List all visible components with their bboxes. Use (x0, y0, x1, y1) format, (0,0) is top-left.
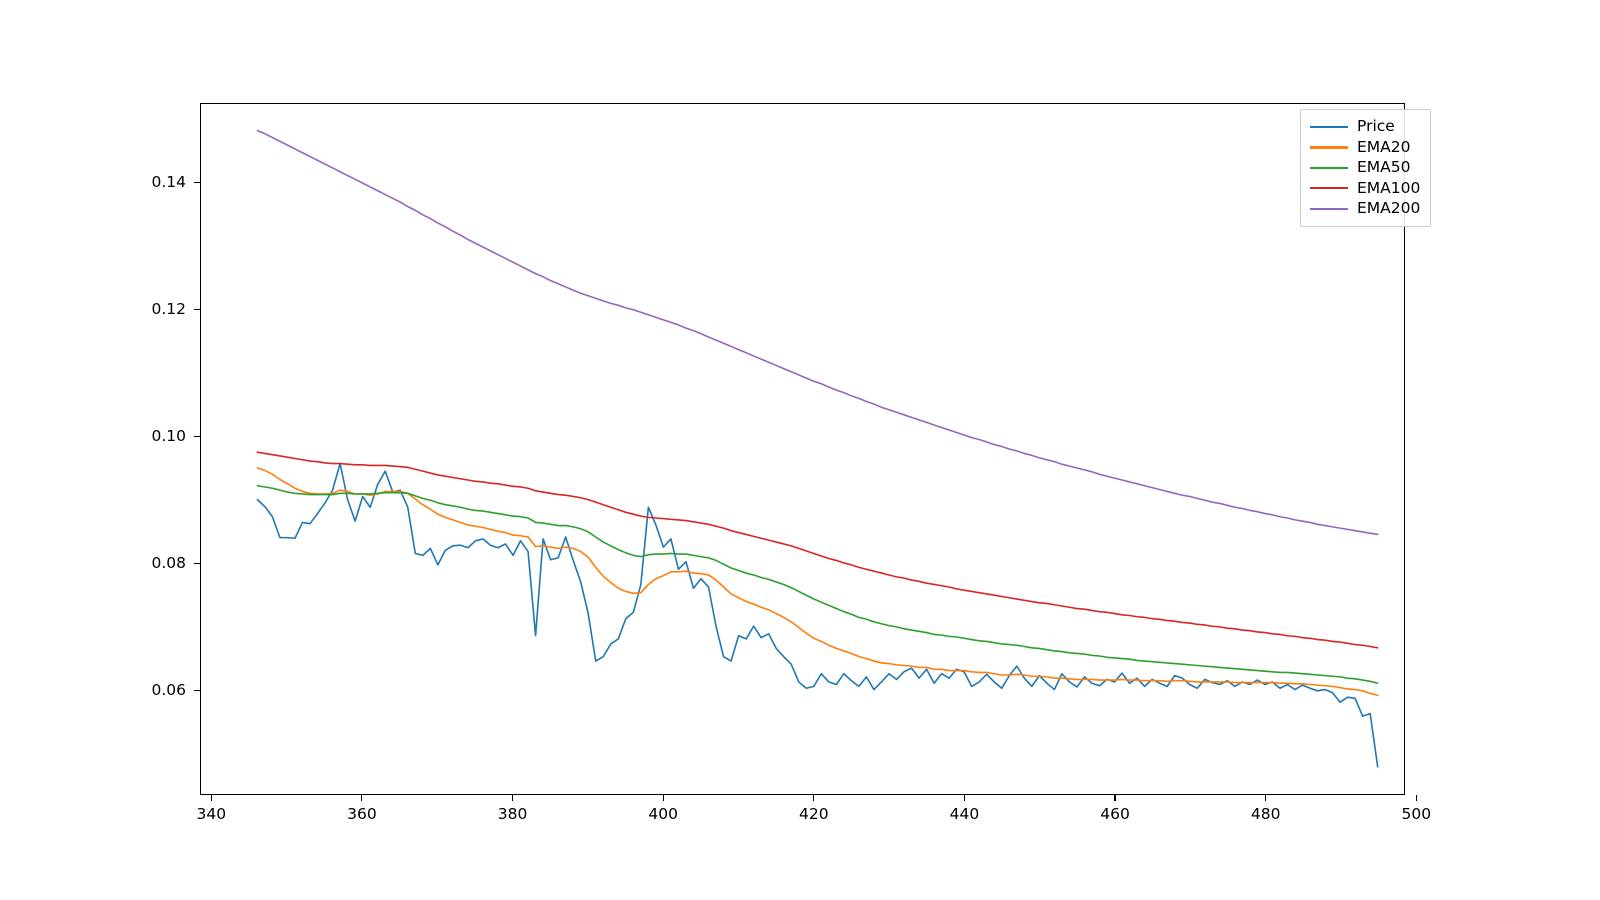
legend-item-ema20[interactable]: EMA20 (1310, 137, 1420, 157)
x-tickmark (1114, 795, 1116, 801)
chart-legend[interactable]: Price EMA20 EMA50 EMA100 EMA200 (1300, 109, 1432, 227)
y-tick-label: 0.12 (151, 300, 186, 319)
plot-axes-area (200, 103, 1405, 795)
y-tickmark (194, 435, 200, 437)
x-tick-label: 340 (196, 805, 227, 823)
x-tickmark (1415, 795, 1417, 801)
x-tick-label: 480 (1250, 805, 1281, 823)
y-tickmark (194, 308, 200, 310)
y-tickmark (194, 181, 200, 183)
x-tickmark (662, 795, 664, 801)
x-tick-label: 400 (648, 805, 678, 823)
series-line-ema50 (257, 486, 1377, 684)
series-line-ema200 (257, 131, 1377, 535)
y-tickmark (194, 562, 200, 564)
x-tickmark (1265, 795, 1267, 801)
x-tickmark (210, 795, 212, 801)
series-line-price (257, 464, 1377, 767)
legend-color-swatch (1310, 146, 1348, 149)
legend-color-swatch (1310, 207, 1348, 210)
x-tick-label: 380 (497, 805, 528, 823)
series-canvas (201, 104, 1404, 794)
x-tick-label: 500 (1401, 805, 1432, 823)
legend-item-label: Price (1357, 117, 1395, 136)
legend-color-swatch (1310, 187, 1348, 190)
x-tick-label: 460 (1100, 805, 1130, 823)
legend-item-price[interactable]: Price (1310, 117, 1420, 137)
y-tickmark (194, 689, 200, 691)
x-tick-label: 420 (799, 805, 829, 823)
x-tickmark (511, 795, 514, 801)
legend-item-label: EMA50 (1357, 158, 1411, 177)
series-line-ema20 (257, 468, 1377, 695)
legend-item-label: EMA20 (1357, 137, 1411, 156)
x-tick-label: 440 (949, 805, 980, 823)
legend-item-label: EMA100 (1357, 178, 1421, 197)
legend-item-ema100[interactable]: EMA100 (1310, 178, 1420, 198)
y-tick-label: 0.10 (151, 427, 186, 446)
x-tickmark (813, 795, 815, 801)
y-tick-label: 0.08 (151, 554, 186, 573)
legend-color-swatch (1310, 126, 1348, 129)
x-tick-label: 360 (347, 805, 377, 823)
x-tickmark (963, 795, 965, 801)
x-tickmark (361, 795, 363, 801)
y-tick-label: 0.14 (151, 173, 186, 192)
legend-item-label: EMA200 (1357, 199, 1421, 217)
y-tick-label: 0.06 (151, 681, 186, 700)
series-line-ema100 (257, 452, 1377, 648)
legend-item-ema200[interactable]: EMA200 (1310, 199, 1420, 219)
legend-item-ema50[interactable]: EMA50 (1310, 158, 1420, 178)
legend-color-swatch (1310, 166, 1348, 170)
